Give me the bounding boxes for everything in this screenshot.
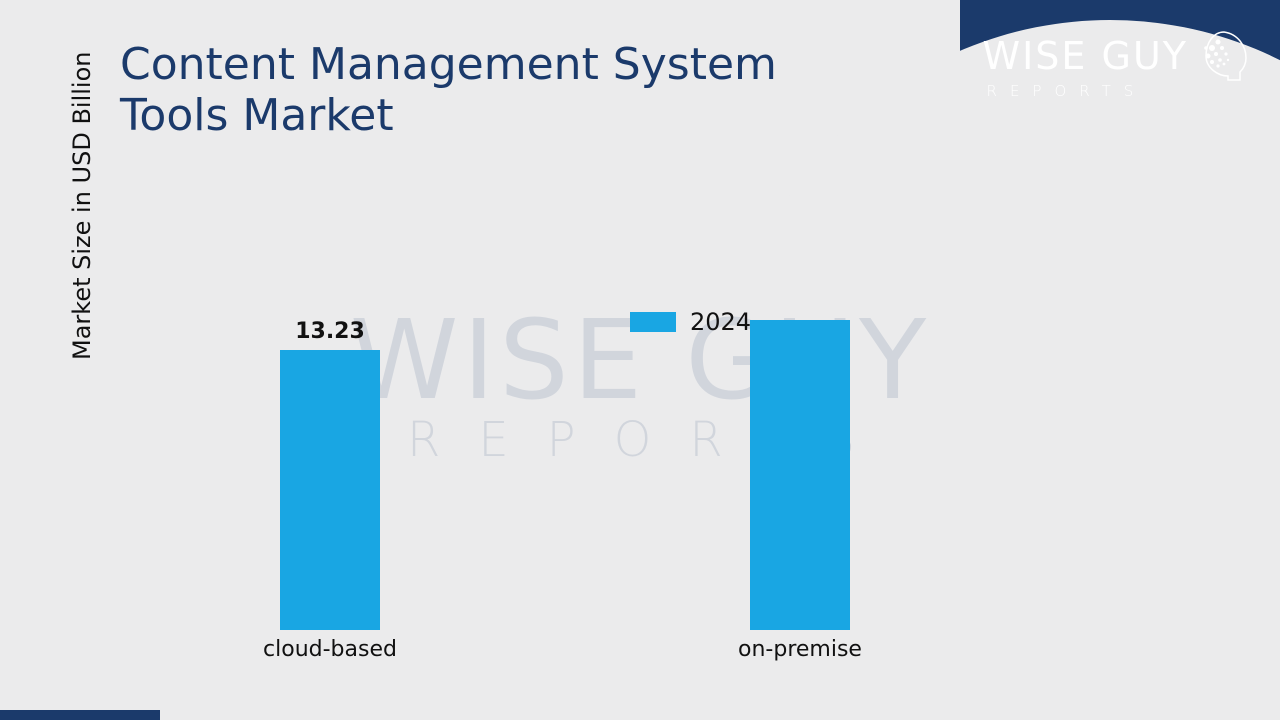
bar-value-label: 13.23 <box>295 319 365 344</box>
brand-logo-line2: REPORTS <box>987 82 1250 100</box>
legend-label: 2024 <box>690 308 751 336</box>
y-axis-label: Market Size in USD Billion <box>68 52 96 360</box>
legend: 2024 <box>630 308 751 336</box>
bar-on-premise <box>750 320 850 630</box>
bar-cloud-based <box>280 350 380 630</box>
bottom-accent-bar <box>0 710 160 720</box>
brand-logo: WISE GUY REPORTS <box>983 28 1250 100</box>
legend-swatch <box>630 312 676 332</box>
brand-logo-line1: WISE GUY <box>983 34 1188 78</box>
plot-area: cloud-based 13.23 on-premise <box>120 160 970 660</box>
brand-head-icon <box>1194 28 1250 84</box>
bar-category-label: cloud-based <box>263 637 397 662</box>
bar-category-label: on-premise <box>738 637 862 662</box>
chart-stage: WISE GUY REPORTS Market Size in USD Bill… <box>0 0 1280 720</box>
chart-title: Content Management System Tools Market <box>120 40 880 141</box>
